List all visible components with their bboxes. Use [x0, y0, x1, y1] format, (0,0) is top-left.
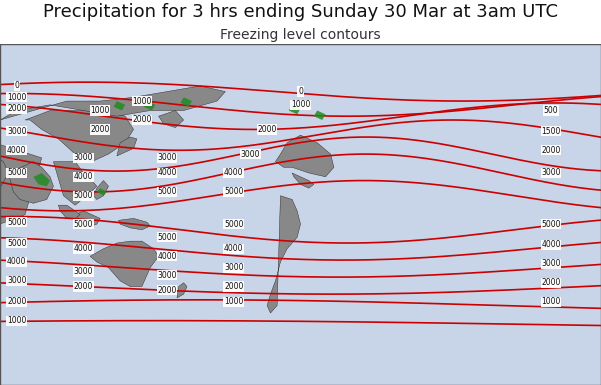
- Text: 3000: 3000: [224, 263, 243, 272]
- Text: 1000: 1000: [224, 297, 243, 306]
- Polygon shape: [34, 173, 50, 186]
- Text: 1000: 1000: [7, 316, 26, 325]
- Text: 4000: 4000: [157, 169, 177, 177]
- Text: 3000: 3000: [7, 127, 26, 136]
- Text: 5000: 5000: [7, 239, 26, 248]
- Text: 4000: 4000: [541, 240, 561, 249]
- Text: 2000: 2000: [132, 116, 151, 124]
- Text: 2000: 2000: [157, 286, 177, 295]
- Text: 2000: 2000: [224, 282, 243, 291]
- Text: 5000: 5000: [157, 233, 177, 242]
- Text: 5000: 5000: [7, 169, 26, 177]
- Text: 3000: 3000: [541, 259, 561, 268]
- Text: 3000: 3000: [74, 153, 93, 162]
- Polygon shape: [8, 162, 53, 203]
- Polygon shape: [75, 211, 100, 228]
- Text: 2000: 2000: [542, 146, 561, 155]
- Polygon shape: [289, 105, 300, 114]
- Polygon shape: [275, 135, 334, 177]
- Text: 2000: 2000: [74, 282, 93, 291]
- Text: 1500: 1500: [542, 127, 561, 136]
- Text: 1000: 1000: [291, 100, 310, 109]
- Text: 5000: 5000: [157, 187, 177, 196]
- Text: 2000: 2000: [91, 125, 110, 134]
- Polygon shape: [144, 101, 155, 110]
- Text: 1000: 1000: [542, 297, 561, 306]
- Text: 1000: 1000: [132, 97, 151, 105]
- Text: 4000: 4000: [7, 258, 26, 266]
- Polygon shape: [94, 181, 109, 199]
- Text: 3000: 3000: [157, 271, 177, 280]
- Text: 5000: 5000: [541, 219, 561, 229]
- Text: 3000: 3000: [541, 169, 561, 177]
- Text: 4000: 4000: [74, 172, 93, 181]
- Text: 2000: 2000: [257, 125, 277, 134]
- Polygon shape: [25, 110, 133, 162]
- Polygon shape: [0, 145, 41, 281]
- Polygon shape: [180, 97, 192, 107]
- Text: Freezing level contours: Freezing level contours: [220, 28, 381, 42]
- Polygon shape: [0, 86, 225, 120]
- Polygon shape: [58, 205, 80, 218]
- Text: 3000: 3000: [157, 153, 177, 162]
- Text: 0: 0: [14, 81, 19, 90]
- Polygon shape: [90, 241, 159, 286]
- Text: 4000: 4000: [7, 146, 26, 155]
- Text: 2000: 2000: [7, 104, 26, 113]
- Polygon shape: [114, 101, 125, 110]
- Polygon shape: [97, 188, 107, 196]
- Text: 5000: 5000: [224, 219, 243, 229]
- Text: 1000: 1000: [91, 106, 110, 115]
- Text: 4000: 4000: [74, 244, 93, 253]
- Text: 4000: 4000: [224, 169, 243, 177]
- Text: 5000: 5000: [7, 218, 26, 227]
- Text: 0: 0: [298, 87, 303, 96]
- Text: 1000: 1000: [7, 93, 26, 102]
- Text: 500: 500: [543, 106, 558, 115]
- Text: 3000: 3000: [74, 267, 93, 276]
- Text: 5000: 5000: [224, 187, 243, 196]
- Polygon shape: [159, 110, 184, 127]
- Polygon shape: [267, 196, 300, 313]
- Polygon shape: [314, 110, 326, 120]
- Text: Precipitation for 3 hrs ending Sunday 30 Mar at 3am UTC: Precipitation for 3 hrs ending Sunday 30…: [43, 3, 558, 22]
- Text: 4000: 4000: [157, 252, 177, 261]
- Polygon shape: [118, 218, 150, 230]
- Polygon shape: [177, 283, 187, 298]
- Polygon shape: [292, 173, 314, 188]
- Polygon shape: [72, 192, 84, 199]
- Polygon shape: [117, 137, 137, 156]
- Text: 3000: 3000: [7, 276, 26, 285]
- Polygon shape: [0, 143, 8, 192]
- Text: 4000: 4000: [224, 244, 243, 253]
- Polygon shape: [53, 162, 97, 205]
- Text: 2000: 2000: [542, 278, 561, 287]
- Text: 3000: 3000: [240, 149, 260, 159]
- Text: 2000: 2000: [7, 297, 26, 306]
- Text: 5000: 5000: [74, 219, 93, 229]
- Text: 5000: 5000: [74, 191, 93, 200]
